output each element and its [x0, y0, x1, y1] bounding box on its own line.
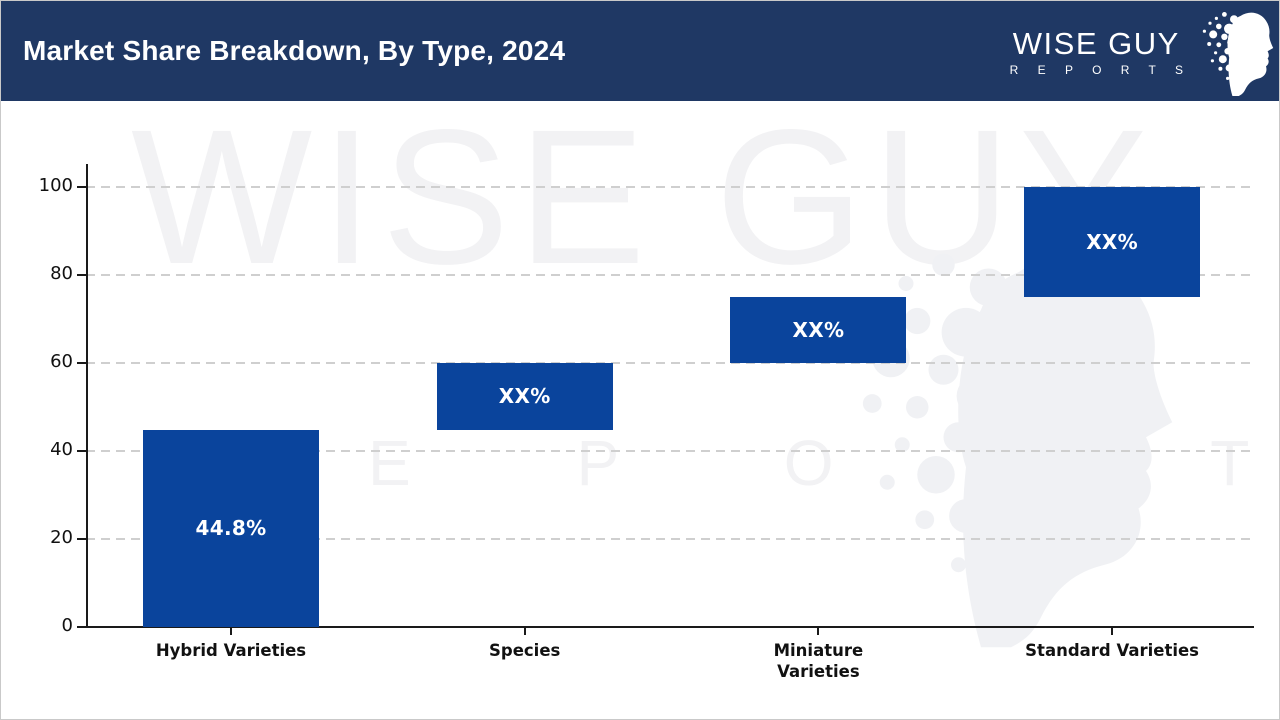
y-axis-line — [86, 164, 88, 628]
y-tick-mark — [77, 186, 86, 188]
header: Market Share Breakdown, By Type, 2024 WI… — [1, 1, 1279, 101]
y-tick-label: 100 — [38, 175, 73, 196]
y-tick-mark — [77, 538, 86, 540]
bar-value-label: XX% — [498, 384, 551, 409]
bar-value-label: XX% — [792, 318, 845, 342]
x-tick-mark — [523, 627, 526, 635]
chart-title: Market Share Breakdown, By Type, 2024 — [23, 35, 566, 66]
gridline — [86, 538, 1254, 540]
logo-wordmark: WISE GUY — [1012, 25, 1180, 61]
y-tick-mark — [77, 362, 86, 364]
category-label: Miniature Varieties — [773, 641, 864, 681]
y-tick-mark — [77, 626, 86, 628]
y-tick-mark — [77, 450, 86, 452]
y-tick-label: 80 — [50, 263, 73, 284]
y-tick-label: 0 — [61, 615, 73, 636]
y-tick-label: 60 — [50, 351, 73, 372]
logo-head-icon — [1202, 12, 1274, 96]
wise-guy-logo: WISE GUY R E P O R T S — [1002, 7, 1275, 97]
y-tick-label: 40 — [50, 439, 73, 460]
x-tick-mark — [230, 627, 232, 635]
category-label: Species — [489, 641, 561, 660]
x-tick-mark — [1111, 627, 1114, 635]
gridline — [86, 274, 1254, 276]
category-label: Standard Varieties — [1025, 641, 1200, 660]
gridline — [86, 186, 1254, 188]
chart-area: WISE GUY R E P O R T S 02040608010044.8%… — [1, 89, 1279, 719]
bar-segment: XX% — [1024, 187, 1201, 297]
x-tick-mark — [817, 627, 820, 635]
x-axis-line — [86, 626, 1254, 628]
gridline — [86, 450, 1254, 452]
bar-value-label: 44.8% — [195, 516, 267, 541]
y-tick-mark — [77, 274, 86, 276]
bar-segment: XX% — [436, 363, 613, 430]
gridline — [86, 362, 1254, 364]
category-label: Hybrid Varieties — [155, 641, 307, 660]
y-tick-label: 20 — [50, 527, 73, 548]
bar-segment: XX% — [730, 297, 907, 363]
bar-segment: 44.8% — [143, 429, 319, 627]
watermark-wordmark: WISE GUY — [131, 89, 1156, 304]
bar-value-label: XX% — [1086, 230, 1138, 254]
logo-subtext: R E P O R T S — [1009, 62, 1191, 77]
logo-text: WISE GUY R E P O R T S — [1002, 28, 1191, 77]
